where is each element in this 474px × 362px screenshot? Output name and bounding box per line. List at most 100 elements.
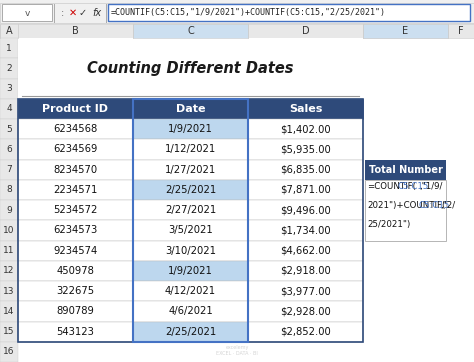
FancyBboxPatch shape [0,240,18,261]
FancyBboxPatch shape [365,180,446,240]
FancyBboxPatch shape [248,180,363,200]
FancyBboxPatch shape [0,24,474,38]
FancyBboxPatch shape [0,180,18,200]
FancyBboxPatch shape [18,99,363,119]
Text: $7,871.00: $7,871.00 [280,185,331,195]
FancyBboxPatch shape [18,281,133,301]
Text: ✕: ✕ [69,8,77,18]
Text: 9234574: 9234574 [54,246,98,256]
Text: 322675: 322675 [56,286,94,296]
FancyBboxPatch shape [248,240,363,261]
Text: 2021")+COUNTIF(: 2021")+COUNTIF( [367,201,446,210]
FancyBboxPatch shape [133,24,248,38]
FancyBboxPatch shape [248,200,363,220]
FancyBboxPatch shape [248,281,363,301]
FancyBboxPatch shape [133,139,248,160]
Text: 8: 8 [6,185,12,194]
FancyBboxPatch shape [248,139,363,160]
Text: 12: 12 [3,266,15,275]
Text: 890789: 890789 [56,306,94,316]
Text: $6,835.00: $6,835.00 [280,165,331,174]
Text: 25/2021"): 25/2021") [367,220,410,229]
Text: 1/27/2021: 1/27/2021 [165,165,216,174]
Text: 1/9/2021: 1/9/2021 [168,266,213,276]
FancyBboxPatch shape [133,240,248,261]
FancyBboxPatch shape [133,180,248,200]
FancyBboxPatch shape [18,220,133,240]
Text: Total Number: Total Number [369,165,442,174]
Text: $2,928.00: $2,928.00 [280,306,331,316]
FancyBboxPatch shape [0,301,18,321]
Text: =COUNTIF(C5:C15,"1/9/2021")+COUNTIF(C5:C15,"2/25/2021"): =COUNTIF(C5:C15,"1/9/2021")+COUNTIF(C5:C… [111,8,386,17]
Text: v: v [24,8,30,17]
FancyBboxPatch shape [133,220,248,240]
FancyBboxPatch shape [248,301,363,321]
FancyBboxPatch shape [0,119,18,139]
Text: $2,852.00: $2,852.00 [280,327,331,337]
Text: ✓: ✓ [79,8,87,18]
Text: 7: 7 [6,165,12,174]
FancyBboxPatch shape [0,139,18,160]
FancyBboxPatch shape [108,4,470,21]
Text: $5,935.00: $5,935.00 [280,144,331,154]
FancyBboxPatch shape [18,180,133,200]
Text: 15: 15 [3,327,15,336]
Text: 9: 9 [6,206,12,215]
FancyBboxPatch shape [2,4,52,21]
FancyBboxPatch shape [0,321,18,342]
Text: 1/12/2021: 1/12/2021 [165,144,216,154]
FancyBboxPatch shape [18,79,363,99]
Text: 6234569: 6234569 [53,144,98,154]
FancyBboxPatch shape [133,321,248,342]
FancyBboxPatch shape [0,38,18,58]
Text: Counting Different Dates: Counting Different Dates [87,61,294,76]
FancyBboxPatch shape [0,3,474,23]
FancyBboxPatch shape [0,220,18,240]
FancyBboxPatch shape [0,342,18,362]
Text: F: F [458,26,464,36]
Text: 1/9/2021: 1/9/2021 [168,124,213,134]
FancyBboxPatch shape [18,261,133,281]
FancyBboxPatch shape [18,200,133,220]
FancyBboxPatch shape [18,58,363,79]
FancyBboxPatch shape [18,321,133,342]
Text: B: B [72,26,79,36]
Text: 4/12/2021: 4/12/2021 [165,286,216,296]
Text: $1,734.00: $1,734.00 [280,226,331,235]
Text: C5:C15: C5:C15 [419,201,450,210]
FancyBboxPatch shape [365,160,446,180]
Text: 3/5/2021: 3/5/2021 [168,226,213,235]
Text: C5:C15: C5:C15 [398,182,429,191]
Text: 10: 10 [3,226,15,235]
FancyBboxPatch shape [133,119,248,139]
Text: 14: 14 [3,307,15,316]
Text: $3,977.00: $3,977.00 [280,286,331,296]
Text: 8234570: 8234570 [54,165,98,174]
FancyBboxPatch shape [18,119,133,139]
Text: 2234571: 2234571 [53,185,98,195]
FancyBboxPatch shape [0,160,18,180]
Text: Sales: Sales [289,104,322,114]
Text: 6234568: 6234568 [54,124,98,134]
Text: 13: 13 [3,287,15,296]
Text: 3: 3 [6,84,12,93]
Text: 5234572: 5234572 [53,205,98,215]
Text: C: C [187,26,194,36]
Text: E: E [402,26,409,36]
FancyBboxPatch shape [248,261,363,281]
Text: :: : [61,8,64,18]
Text: 4: 4 [6,104,12,113]
Text: D: D [301,26,310,36]
FancyBboxPatch shape [133,200,248,220]
Text: =COUNTIF(: =COUNTIF( [367,182,416,191]
Text: 6234573: 6234573 [54,226,98,235]
FancyBboxPatch shape [18,240,133,261]
FancyBboxPatch shape [133,160,248,180]
FancyBboxPatch shape [18,38,474,362]
Text: 1: 1 [6,44,12,52]
Text: 2/25/2021: 2/25/2021 [165,327,216,337]
Text: 2/27/2021: 2/27/2021 [165,205,216,215]
Text: 2: 2 [6,64,12,73]
FancyBboxPatch shape [248,119,363,139]
Text: 450978: 450978 [56,266,94,276]
